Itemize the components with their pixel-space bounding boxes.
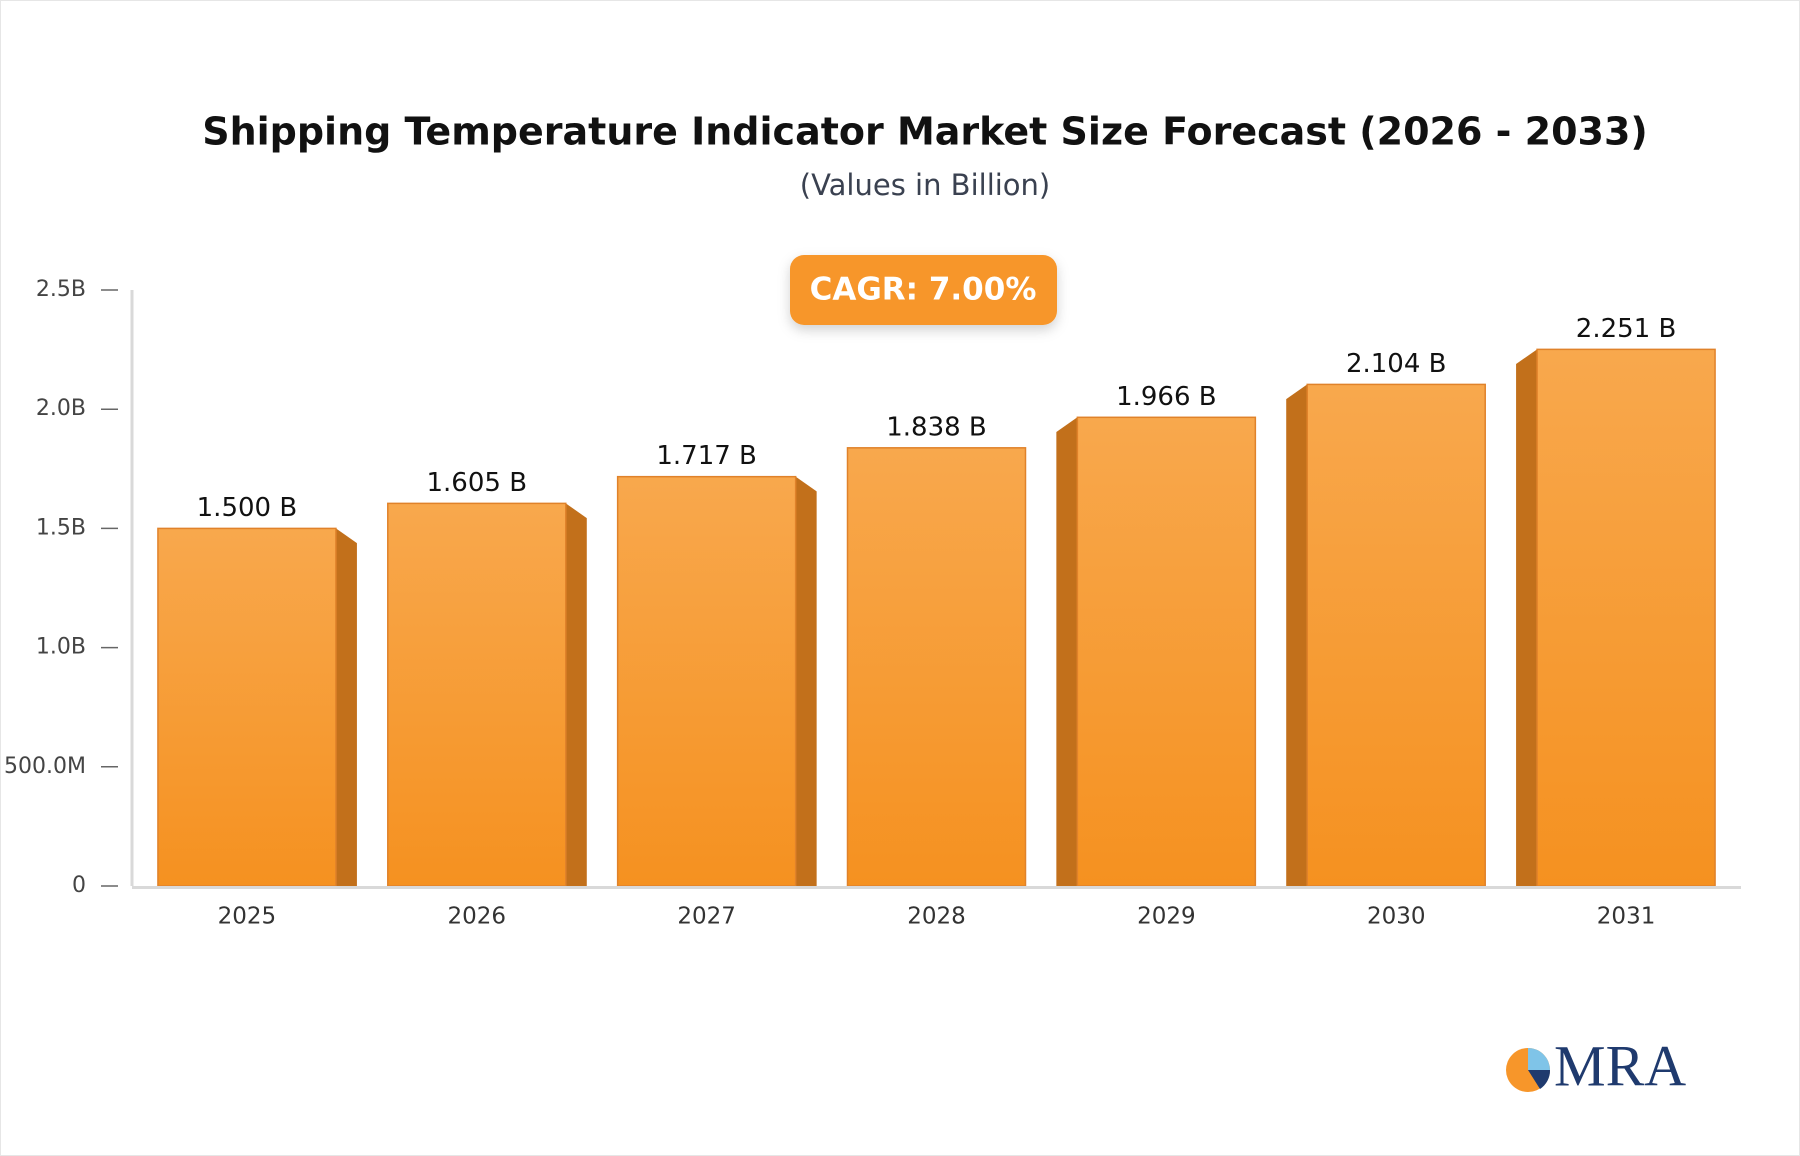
bar-side: [1286, 384, 1308, 886]
y-tick-label: 2.0B: [36, 396, 86, 421]
x-tick-label: 2031: [1597, 904, 1656, 930]
value-label: 1.838 B: [886, 412, 987, 442]
logo-text: MRA: [1554, 1033, 1686, 1098]
cagr-label: CAGR: 7.00%: [810, 272, 1037, 308]
x-tick-label: 2026: [448, 904, 507, 930]
cagr-badge: [790, 255, 1057, 325]
chart-title: Shipping Temperature Indicator Market Si…: [202, 110, 1648, 154]
logo-icon-slice: [1528, 1048, 1550, 1070]
bar: [1536, 348, 1716, 887]
logo-icon-slice: [1528, 1070, 1551, 1089]
bar: [616, 475, 797, 887]
bar: [387, 502, 567, 887]
bar-side: [1056, 417, 1078, 886]
x-tick-label: 2025: [218, 904, 277, 930]
bar: [1076, 416, 1257, 887]
x-tick-label: 2030: [1367, 904, 1426, 930]
bar-side: [335, 528, 357, 886]
bar: [846, 447, 1027, 887]
bar-side: [565, 503, 587, 886]
bar: [1306, 383, 1486, 887]
value-label: 1.605 B: [427, 468, 528, 498]
y-tick-label: 1.5B: [36, 515, 86, 540]
y-tick-label: 0: [72, 873, 86, 898]
x-tick-label: 2029: [1137, 904, 1196, 930]
value-label: 2.251 B: [1576, 314, 1677, 344]
bar-side: [795, 476, 817, 886]
chart-subtitle: (Values in Billion): [800, 168, 1051, 202]
x-tick-label: 2028: [907, 904, 966, 930]
x-tick-label: 2027: [677, 904, 736, 930]
value-label: 1.717 B: [656, 441, 757, 471]
bar: [157, 527, 337, 887]
y-tick-label: 2.5B: [36, 277, 86, 302]
value-label: 1.500 B: [197, 493, 298, 523]
value-label: 2.104 B: [1346, 349, 1447, 379]
value-label: 1.966 B: [1116, 382, 1217, 412]
bar-side: [1516, 349, 1538, 887]
y-tick-label: 1.0B: [36, 635, 86, 660]
logo: MRA: [1506, 1033, 1686, 1098]
y-tick-label: 500.0M: [4, 754, 86, 779]
